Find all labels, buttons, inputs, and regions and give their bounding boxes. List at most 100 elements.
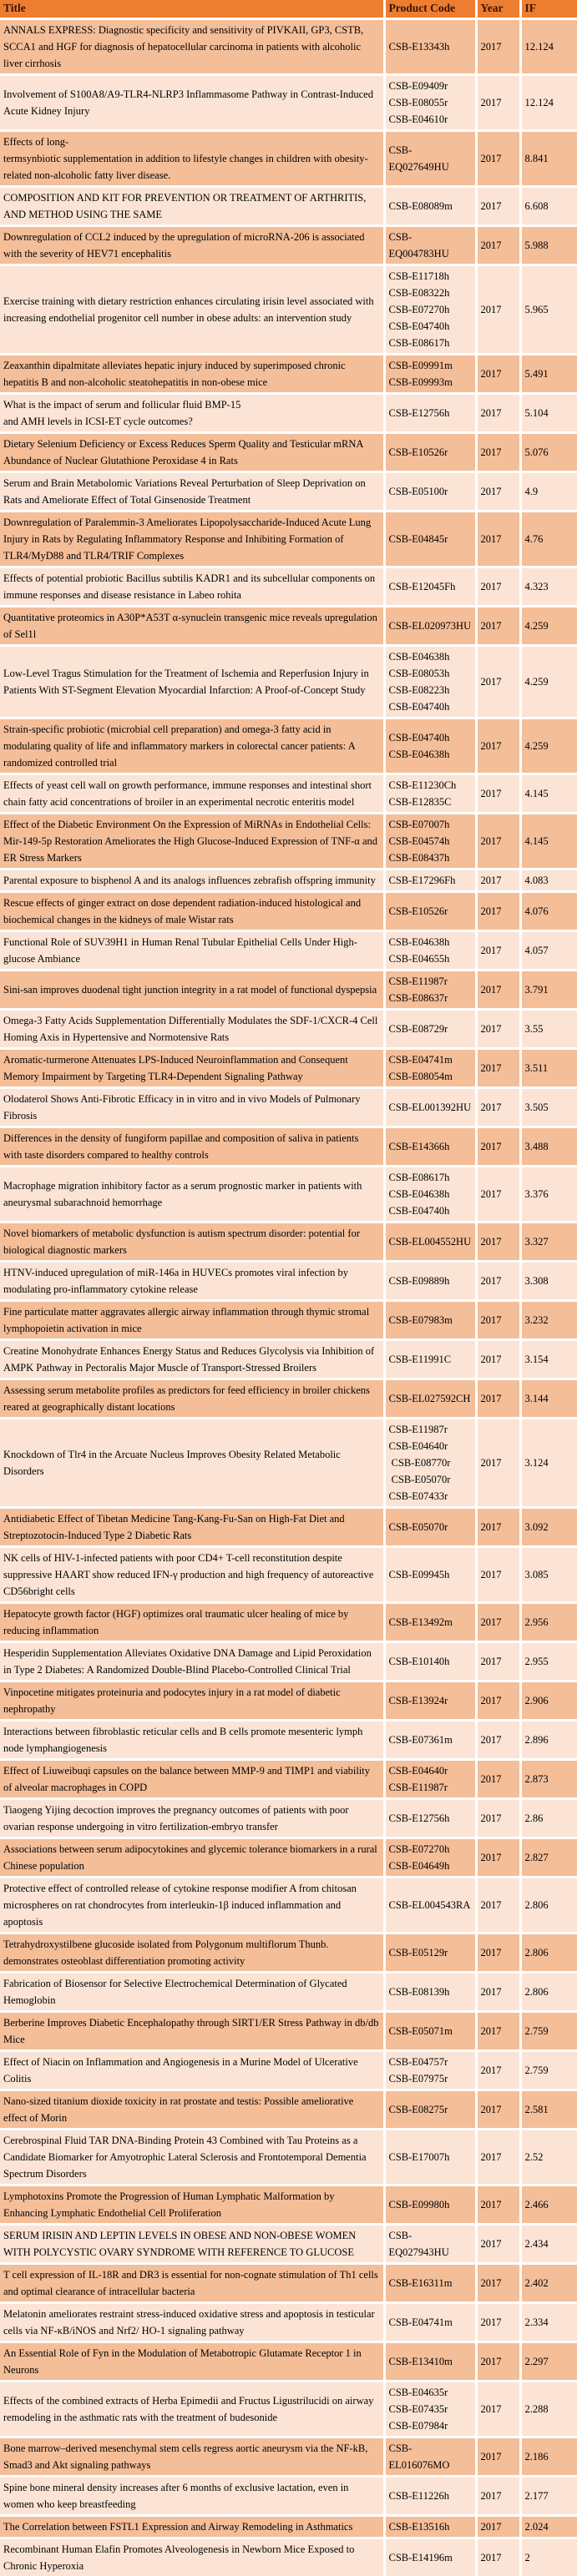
publication-title: Lymphotoxins Promote the Progression of … [0, 2183, 386, 2226]
year-value: 2017 [474, 2261, 522, 2304]
table-row: Recombinant Human Elafin Promotes Alveol… [0, 2536, 577, 2576]
year-value: 2017 [474, 352, 522, 395]
impact-factor-value: 5.076 [519, 431, 577, 473]
publication-title: Knockdown of Tlr4 in the Arcuate Nucleus… [0, 1416, 386, 1509]
impact-factor-value: 4.057 [519, 929, 577, 971]
publication-title: Macrophage migration inhibitory factor a… [0, 1164, 386, 1223]
product-code: CSB-EL027592CH [382, 1377, 478, 1419]
column-header-title: Title [0, 0, 386, 20]
impact-factor-value: 3.55 [519, 1007, 577, 1050]
product-code: CSB-E17007h [382, 2127, 478, 2186]
impact-factor-value: 12.124 [519, 73, 577, 132]
year-value: 2017 [474, 17, 522, 76]
table-row: Fine particulate matter aggravates aller… [0, 1298, 577, 1341]
table-row: Antidiabetic Effect of Tibetan Medicine … [0, 1505, 577, 1548]
year-value: 2017 [474, 184, 522, 227]
table-row: Downregulation of Paralemmin-3 Ameliorat… [0, 509, 577, 568]
impact-factor-value: 2.024 [519, 2513, 577, 2539]
publication-title: Hesperidin Supplementation Alleviates Ox… [0, 1640, 386, 1682]
year-value: 2017 [474, 509, 522, 568]
table-row: SERUM IRISIN AND LEPTIN LEVELS IN OBESE … [0, 2222, 577, 2265]
product-code: CSB-E04635r CSB-E07435r CSB-E07984r [382, 2379, 478, 2438]
publication-title: Effects of long- termsynbiotic supplemen… [0, 129, 386, 188]
year-value: 2017 [474, 565, 522, 607]
year-value: 2017 [474, 2183, 522, 2226]
publication-title: Effects of yeast cell wall on growth per… [0, 772, 386, 814]
table-row: Strain-specific probiotic (microbial cel… [0, 716, 577, 775]
table-row: Tetrahydroxystilbene glucoside isolated … [0, 1931, 577, 1974]
publication-title: Dietary Selenium Deficiency or Excess Re… [0, 431, 386, 473]
year-value: 2017 [474, 890, 522, 932]
impact-factor-value: 3.232 [519, 1298, 577, 1341]
table-row: Berberine Improves Diabetic Encephalopat… [0, 2009, 577, 2052]
table-row: The Correlation between FSTL1 Expression… [0, 2513, 577, 2539]
product-code: CSB-E14196m [382, 2536, 478, 2576]
publication-title: Creatine Monohydrate Enhances Energy Sta… [0, 1338, 386, 1380]
impact-factor-value: 4.323 [519, 565, 577, 607]
product-code: CSB-EL004543RA [382, 1875, 478, 1934]
publication-title: ANNALS EXPRESS: Diagnostic specificity a… [0, 17, 386, 76]
product-code: CSB-E09980h [382, 2183, 478, 2226]
table-row: An Essential Role of Fyn in the Modulati… [0, 2340, 577, 2382]
product-code: CSB-E12045Fh [382, 565, 478, 607]
column-header-product-code: Product Code [382, 0, 478, 20]
table-row: COMPOSITION AND KIT FOR PREVENTION OR TR… [0, 184, 577, 227]
product-code: CSB-E04638h CSB-E04655h [382, 929, 478, 971]
product-code: CSB-E08275r [382, 2088, 478, 2130]
impact-factor-value: 4.259 [519, 643, 577, 719]
publication-title: Interactions between fibroblastic reticu… [0, 1718, 386, 1761]
publication-title: Antidiabetic Effect of Tibetan Medicine … [0, 1505, 386, 1548]
publication-title: Tiaogeng Yijing decoction improves the p… [0, 1797, 386, 1839]
publication-title: Parental exposure to bisphenol A and its… [0, 867, 386, 893]
publication-title: Effects of the combined extracts of Herb… [0, 2379, 386, 2438]
year-value: 2017 [474, 129, 522, 188]
publication-title: Functional Role of SUV39H1 in Human Rena… [0, 929, 386, 971]
table-row: Vinpocetine mitigates proteinuria and po… [0, 1679, 577, 1722]
impact-factor-value: 12.124 [519, 17, 577, 76]
impact-factor-value: 4.259 [519, 604, 577, 647]
year-value: 2017 [474, 929, 522, 971]
impact-factor-value: 2.955 [519, 1640, 577, 1682]
impact-factor-value: 2.806 [519, 1931, 577, 1974]
table-row: Effect of Niacin on Inflammation and Ang… [0, 2049, 577, 2091]
product-code: CSB-E11226h [382, 2474, 478, 2517]
product-code: CSB-EQ027649HU [382, 129, 478, 188]
year-value: 2017 [474, 2474, 522, 2517]
table-row: Effects of yeast cell wall on growth per… [0, 772, 577, 814]
impact-factor-value: 2.177 [519, 2474, 577, 2517]
publication-title: Differences in the density of fungiform … [0, 1125, 386, 1167]
product-code: CSB-E09945h [382, 1545, 478, 1604]
table-row: Parental exposure to bisphenol A and its… [0, 867, 577, 893]
table-row: Fabrication of Biosensor for Selective E… [0, 1970, 577, 2013]
year-value: 2017 [474, 1007, 522, 1050]
publication-title: Involvement of S100A8/A9-TLR4-NLRP3 Infl… [0, 73, 386, 132]
impact-factor-value: 4.76 [519, 509, 577, 568]
table-row: Dietary Selenium Deficiency or Excess Re… [0, 431, 577, 473]
publication-title: Olodaterol Shows Anti-Fibrotic Efficacy … [0, 1086, 386, 1128]
product-code: CSB-E05129r [382, 1931, 478, 1974]
year-value: 2017 [474, 2088, 522, 2130]
year-value: 2017 [474, 2536, 522, 2576]
impact-factor-value: 2.402 [519, 2261, 577, 2304]
product-code: CSB-E08617h CSB-E04638h CSB-E04740h [382, 1164, 478, 1223]
impact-factor-value: 3.327 [519, 1220, 577, 1263]
product-code: CSB-E09409r CSB-E08055r CSB-E04610r [382, 73, 478, 132]
publication-title: SERUM IRISIN AND LEPTIN LEVELS IN OBESE … [0, 2222, 386, 2265]
year-value: 2017 [474, 1125, 522, 1167]
product-code: CSB-E13343h [382, 17, 478, 76]
publication-title: Vinpocetine mitigates proteinuria and po… [0, 1679, 386, 1722]
year-value: 2017 [474, 1601, 522, 1643]
publication-title: Serum and Brain Metabolomic Variations R… [0, 470, 386, 512]
impact-factor-value: 2.334 [519, 2301, 577, 2343]
table-row: Assessing serum metabolite profiles as p… [0, 1377, 577, 1419]
table-row: Effect of Liuweibuqi capsules on the bal… [0, 1757, 577, 1800]
table-row: Involvement of S100A8/A9-TLR4-NLRP3 Infl… [0, 73, 577, 132]
table-row: Effect of the Diabetic Environment On th… [0, 811, 577, 870]
year-value: 2017 [474, 867, 522, 893]
publication-title: Hepatocyte growth factor (HGF) optimizes… [0, 1601, 386, 1643]
product-code: CSB-EL004552HU [382, 1220, 478, 1263]
impact-factor-value: 5.988 [519, 224, 577, 266]
impact-factor-value: 2.466 [519, 2183, 577, 2226]
year-value: 2017 [474, 2340, 522, 2382]
year-value: 2017 [474, 2513, 522, 2539]
